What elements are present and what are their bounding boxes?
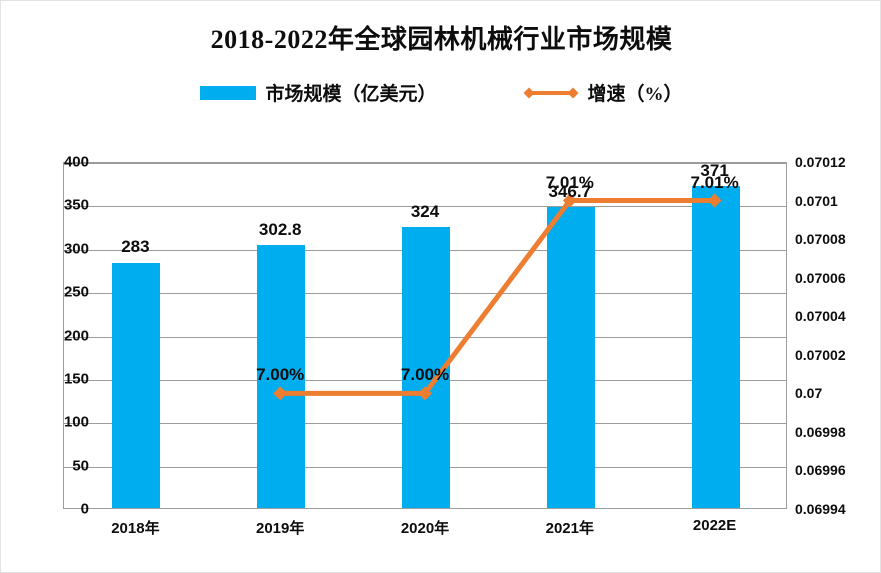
y-axis-right-tick: 0.07004 xyxy=(795,308,846,325)
y-axis-left-tick: 350 xyxy=(63,196,89,214)
growth-value-label: 7.00% xyxy=(400,365,450,385)
y-axis-left-tick: 50 xyxy=(72,457,89,475)
y-axis-left-tick: 150 xyxy=(63,370,89,388)
bar-2019年[interactable] xyxy=(257,245,306,508)
legend-item-market-size[interactable]: 市场规模（亿美元） xyxy=(200,79,437,106)
legend-line-diamond-swatch-icon xyxy=(523,86,579,100)
bar-2021年[interactable] xyxy=(546,207,595,508)
y-axis-right-tick: 0.06994 xyxy=(795,501,846,517)
y-axis-left-tick: 250 xyxy=(63,283,89,301)
bar-value-label: 371 xyxy=(700,161,729,181)
y-axis-right-tick: 0.07 xyxy=(795,385,823,402)
bar-2018年[interactable] xyxy=(112,262,161,508)
y-axis-right-tick: 0.06998 xyxy=(795,423,846,440)
x-axis-tick-2021年: 2021年 xyxy=(545,520,594,537)
legend-item-growth-rate[interactable]: 增速（%） xyxy=(523,79,683,106)
y-axis-right-tick: 0.0701 xyxy=(795,192,838,209)
growth-value-label: 7.01% xyxy=(690,172,739,192)
y-axis-right-tick: 0.07008 xyxy=(795,231,846,248)
bar-value-label: 324 xyxy=(410,201,440,221)
y-axis-right-tick: 0.07002 xyxy=(795,346,846,363)
bar-value-label: 283 xyxy=(121,237,150,257)
x-axis-tick-2018年: 2018年 xyxy=(111,520,160,537)
y-axis-left-tick: 400 xyxy=(63,153,89,171)
gridline xyxy=(64,163,786,164)
y-axis-right-tick: 0.07006 xyxy=(795,269,846,286)
legend-item-label: 市场规模（亿美元） xyxy=(265,84,437,105)
y-axis-left-tick: 300 xyxy=(63,240,89,258)
y-axis-left-tick: 0 xyxy=(80,500,89,518)
x-axis-tick-2020年: 2020年 xyxy=(400,520,450,537)
legend-item-label: 增速（%） xyxy=(587,84,683,105)
legend-bar-swatch-icon xyxy=(200,85,257,100)
growth-value-label: 7.00% xyxy=(256,365,305,385)
bar-value-label: 346.7 xyxy=(548,182,592,202)
chart-legend: 市场规模（亿美元） 增速（%） xyxy=(1,79,880,106)
y-axis-right-tick: 0.07012 xyxy=(795,154,846,170)
bar-2022E[interactable] xyxy=(691,186,740,508)
growth-value-label: 7.01% xyxy=(545,172,594,192)
y-axis-left-tick: 200 xyxy=(63,327,89,344)
bar-value-label: 302.8 xyxy=(258,220,302,240)
y-axis-right-tick: 0.06996 xyxy=(795,462,846,479)
x-axis-tick-2019年: 2019年 xyxy=(256,520,305,537)
x-axis-tick-2022E: 2022E xyxy=(692,517,737,534)
y-axis-left-tick: 100 xyxy=(63,413,89,431)
chart-title: 2018-2022年全球园林机械行业市场规模 xyxy=(210,25,673,54)
